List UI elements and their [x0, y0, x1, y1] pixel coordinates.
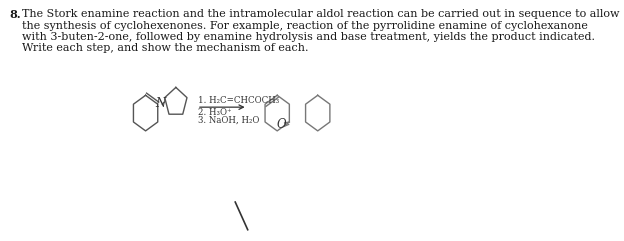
Text: the synthesis of cyclohexenones. For example, reaction of the pyrrolidine enamin: the synthesis of cyclohexenones. For exa…: [22, 21, 588, 31]
Text: 1. H₂C=CHCOCH₃: 1. H₂C=CHCOCH₃: [198, 96, 280, 105]
Text: O: O: [276, 118, 286, 131]
Text: Write each step, and show the mechanism of each.: Write each step, and show the mechanism …: [22, 43, 309, 54]
Text: 3. NaOH, H₂O: 3. NaOH, H₂O: [198, 116, 260, 125]
Text: 2. H₃O⁺: 2. H₃O⁺: [198, 108, 232, 117]
Text: with 3-buten-2-one, followed by enamine hydrolysis and base treatment, yields th: with 3-buten-2-one, followed by enamine …: [22, 32, 595, 42]
Text: 8.: 8.: [9, 9, 21, 20]
Text: The Stork enamine reaction and the intramolecular aldol reaction can be carried : The Stork enamine reaction and the intra…: [22, 9, 620, 19]
Text: N: N: [155, 97, 165, 110]
